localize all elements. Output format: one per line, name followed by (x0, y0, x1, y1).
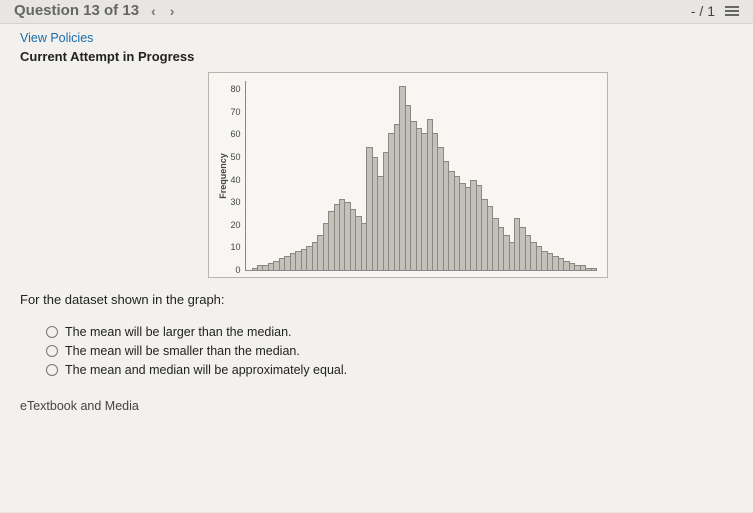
option-label: The mean will be smaller than the median… (65, 344, 300, 358)
y-tick: 40 (231, 176, 241, 185)
menu-icon[interactable] (725, 4, 739, 18)
radio-icon[interactable] (46, 345, 58, 357)
plot-area (245, 81, 597, 271)
question-number: Question 13 of 13 (14, 2, 139, 19)
option-label: The mean and median will be approximatel… (65, 363, 347, 377)
y-tick: 80 (231, 85, 241, 94)
option-row[interactable]: The mean and median will be approximatel… (46, 363, 735, 377)
y-ticks: 80706050403020100 (231, 81, 245, 271)
options-group: The mean will be larger than the median.… (46, 325, 735, 377)
histogram-container: Frequency 80 70 60 50 40 30 20 10 0 (148, 72, 608, 278)
option-row[interactable]: The mean will be smaller than the median… (46, 344, 735, 358)
y-tick: 50 (231, 153, 241, 162)
prev-question-button[interactable]: ‹ (149, 3, 158, 19)
next-question-button[interactable]: › (168, 3, 177, 19)
etextbook-link[interactable]: eTextbook and Media (20, 399, 735, 413)
bars (246, 81, 597, 270)
option-row[interactable]: The mean will be larger than the median. (46, 325, 735, 339)
y-tick: 0 (236, 266, 241, 275)
score-text: - / 1 (691, 3, 715, 19)
y-tick: 30 (231, 198, 241, 207)
content-panel: View Policies Current Attempt in Progres… (0, 23, 753, 512)
view-policies-link[interactable]: View Policies (20, 31, 93, 45)
y-tick: 70 (231, 108, 241, 117)
y-tick: 20 (231, 221, 241, 230)
y-tick: 10 (231, 243, 241, 252)
attempt-status: Current Attempt in Progress (20, 49, 735, 64)
option-label: The mean will be larger than the median. (65, 325, 292, 339)
top-bar: Question 13 of 13 ‹ › - / 1 (0, 0, 753, 23)
radio-icon[interactable] (46, 364, 58, 376)
chart-frame: Frequency 80 70 60 50 40 30 20 10 0 (208, 72, 608, 278)
y-tick: 60 (231, 130, 241, 139)
question-prompt: For the dataset shown in the graph: (20, 292, 735, 307)
radio-icon[interactable] (46, 326, 58, 338)
y-axis-label: Frequency (218, 153, 228, 199)
histogram-bar (591, 268, 597, 270)
